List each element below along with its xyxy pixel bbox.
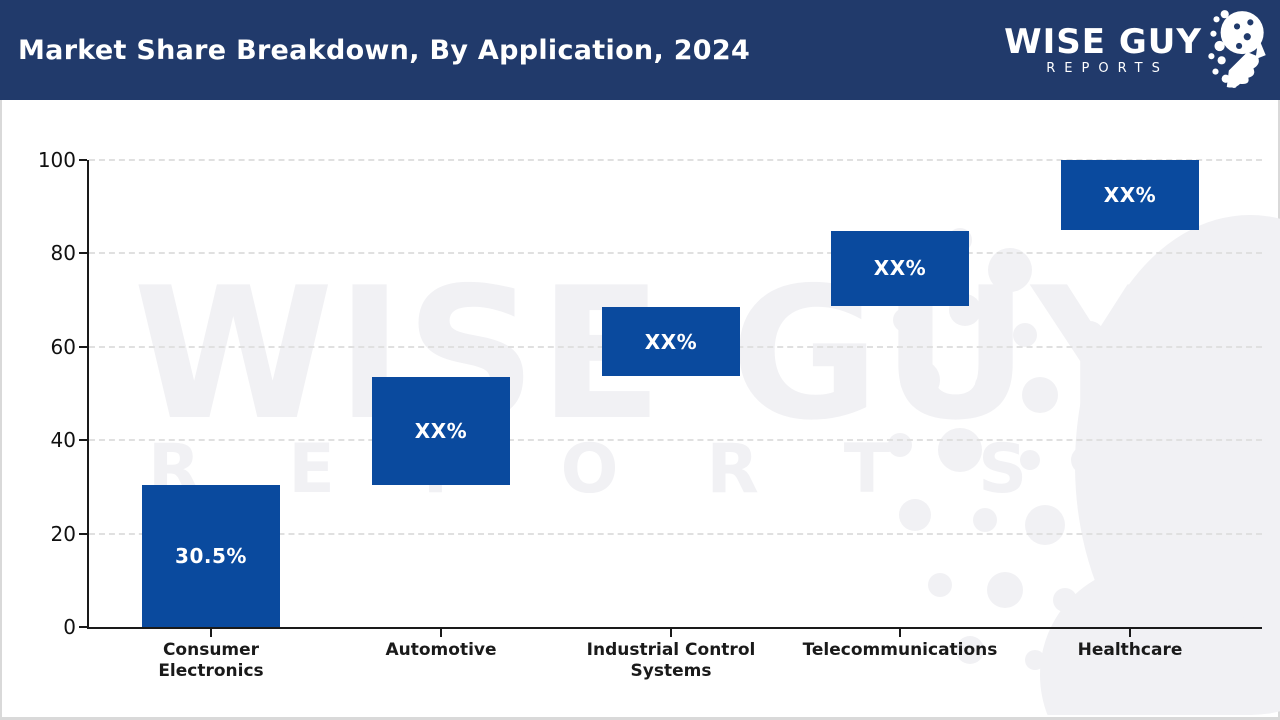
bar-value-label: XX% — [1103, 183, 1157, 208]
y-tick-label-80: 80 — [50, 241, 76, 266]
bar-value-label: XX% — [873, 256, 927, 281]
y-tick-0 — [79, 626, 87, 628]
y-tick-100 — [79, 159, 87, 161]
y-tick-label-60: 60 — [50, 334, 76, 359]
x-tick-label-0: Consumer Electronics — [71, 640, 351, 682]
x-tick-3 — [899, 629, 901, 637]
bar-consumer-electronics: 30.5% — [142, 484, 280, 627]
y-tick-label-100: 100 — [37, 148, 76, 172]
bar-telecommunications: XX% — [831, 230, 969, 306]
page-title: Market Share Breakdown, By Application, … — [18, 34, 751, 66]
y-tick-80 — [79, 252, 87, 255]
y-tick-label-0: 0 — [63, 615, 76, 639]
x-tick-label-1: Automotive — [301, 640, 581, 661]
x-tick-label-3: Telecommunications — [760, 640, 1040, 661]
bar-value-label: 30.5% — [175, 543, 247, 568]
y-tick-20 — [79, 532, 87, 535]
x-tick-1 — [440, 629, 442, 637]
brand-name: WISE GUY — [1004, 22, 1202, 62]
x-axis — [87, 627, 1262, 629]
brand-logo: WISE GUY REPORTS — [1004, 7, 1266, 93]
header-bar: Market Share Breakdown, By Application, … — [0, 0, 1280, 100]
x-tick-label-line: Automotive — [385, 640, 497, 660]
gridline-100 — [89, 159, 1262, 161]
x-tick-label-line: Consumer — [162, 640, 260, 660]
gridline-40 — [89, 439, 1262, 442]
x-tick-4 — [1129, 629, 1131, 637]
bar-automotive: XX% — [372, 377, 510, 485]
x-tick-label-line: Healthcare — [1077, 640, 1183, 660]
y-tick-label-40: 40 — [50, 428, 76, 453]
x-tick-label-line: Systems — [630, 661, 712, 681]
brand-logo-text: WISE GUY REPORTS — [1004, 25, 1202, 75]
y-tick-40 — [79, 439, 87, 442]
x-tick-2 — [670, 629, 672, 637]
x-tick-label-4: Healthcare — [990, 640, 1270, 661]
x-tick-label-line: Industrial Control — [586, 640, 756, 660]
y-axis — [87, 160, 89, 629]
x-tick-label-line: Electronics — [158, 661, 264, 681]
brand-subtitle: REPORTS — [1046, 61, 1169, 76]
gridline-20 — [89, 532, 1262, 535]
bar-industrial-control-systems: XX% — [602, 307, 740, 377]
bar-value-label: XX% — [414, 418, 468, 443]
watermark-subtext: REPORTS — [148, 430, 1116, 509]
bar-healthcare: XX% — [1061, 160, 1199, 231]
x-tick-0 — [210, 629, 212, 637]
x-tick-label-line: Telecommunications — [802, 640, 998, 660]
bar-value-label: XX% — [644, 329, 698, 354]
x-tick-label-2: Industrial Control Systems — [531, 640, 811, 682]
watermark-head-icon — [850, 215, 1280, 720]
y-tick-60 — [79, 345, 87, 348]
brand-head-icon — [1206, 7, 1266, 93]
y-tick-label-20: 20 — [50, 521, 76, 546]
gridline-80 — [89, 252, 1262, 255]
